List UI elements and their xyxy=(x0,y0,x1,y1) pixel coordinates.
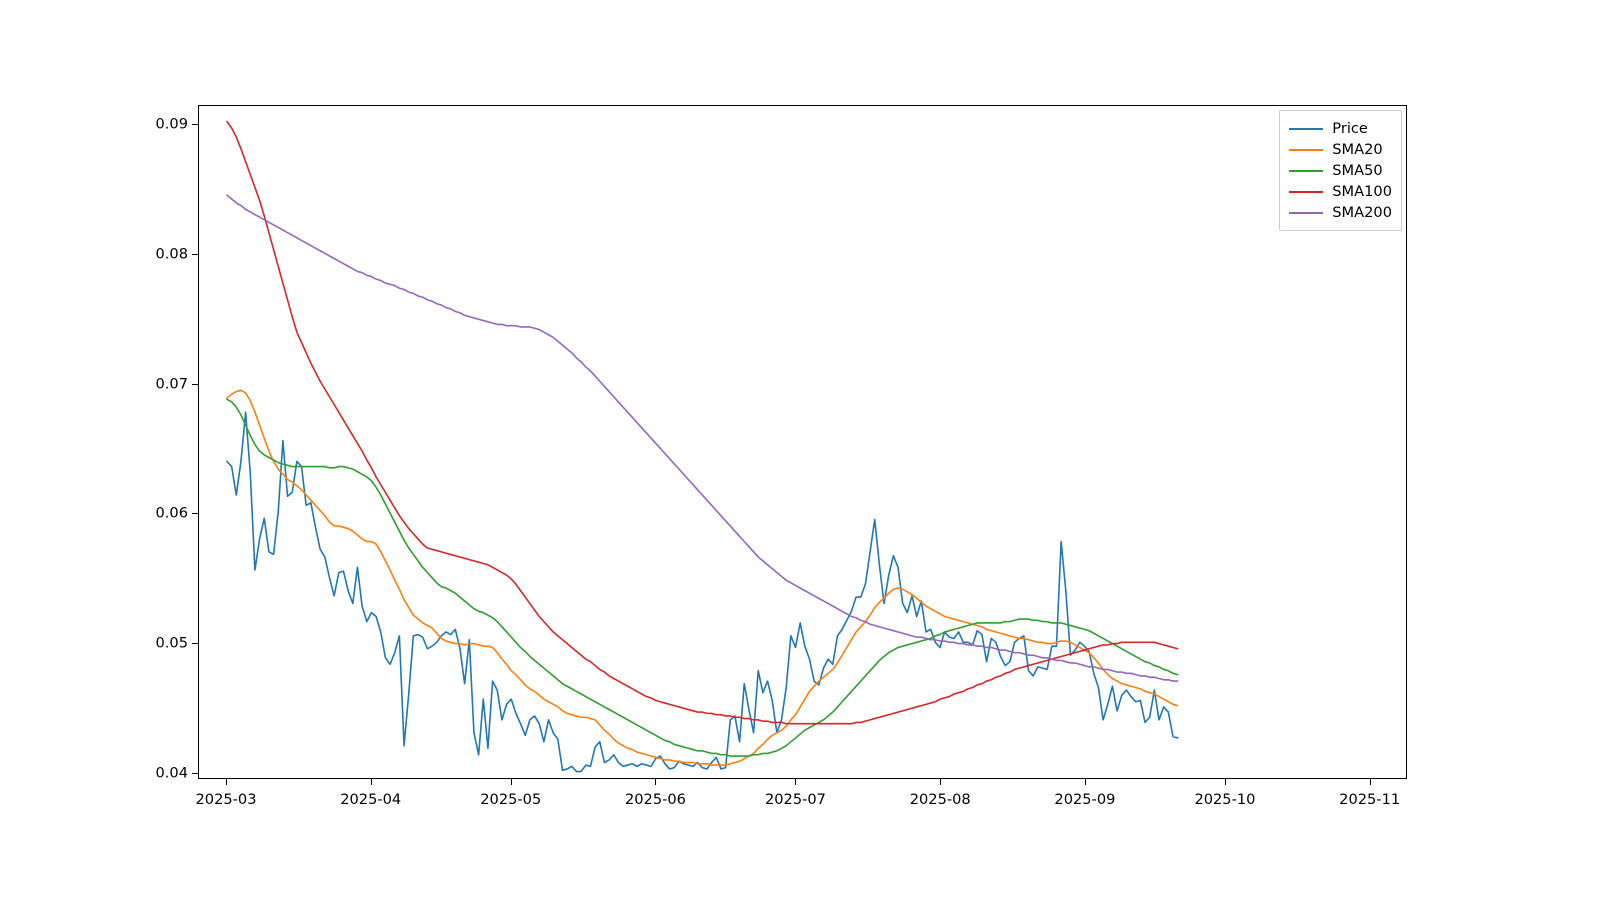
x-tick-mark xyxy=(370,779,372,785)
series-line-sma100 xyxy=(227,122,1178,724)
x-tick-label: 2025-07 xyxy=(764,791,826,808)
x-tick-label: 2025-03 xyxy=(195,791,257,808)
legend-label: SMA200 xyxy=(1332,204,1392,221)
x-tick-label: 2025-09 xyxy=(1054,791,1116,808)
y-tick-label: 0.04 xyxy=(155,764,189,782)
x-tick-mark xyxy=(1369,779,1371,785)
y-tick-mark xyxy=(192,642,198,644)
y-tick-mark xyxy=(192,383,198,385)
series-canvas xyxy=(199,106,1406,778)
legend-item-sma200[interactable]: SMA200 xyxy=(1289,202,1392,223)
x-tick-label: 2025-08 xyxy=(909,791,971,808)
legend-item-sma50[interactable]: SMA50 xyxy=(1289,160,1392,181)
y-tick-label: 0.06 xyxy=(155,504,189,522)
legend-color-swatch xyxy=(1289,127,1324,130)
series-line-sma20 xyxy=(227,390,1178,765)
legend-item-sma100[interactable]: SMA100 xyxy=(1289,181,1392,202)
series-line-sma200 xyxy=(227,195,1178,681)
legend-color-swatch xyxy=(1289,211,1324,214)
y-tick-mark xyxy=(192,513,198,515)
x-tick-mark xyxy=(795,779,797,785)
x-tick-mark xyxy=(226,779,227,785)
x-tick-mark xyxy=(1224,779,1226,785)
y-tick-label: 0.05 xyxy=(155,634,189,652)
legend-label: SMA50 xyxy=(1332,162,1383,179)
x-tick-mark xyxy=(940,779,942,785)
x-tick-label: 2025-06 xyxy=(624,791,686,808)
x-tick-label: 2025-04 xyxy=(340,791,402,808)
y-tick-label: 0.07 xyxy=(155,375,189,393)
y-tick-label: 0.08 xyxy=(155,245,189,263)
x-tick-mark xyxy=(510,779,512,785)
legend-label: SMA100 xyxy=(1332,183,1392,200)
legend-color-swatch xyxy=(1289,190,1324,193)
y-tick-label: 0.09 xyxy=(155,115,189,133)
legend-color-swatch xyxy=(1289,148,1324,151)
series-line-sma50 xyxy=(227,399,1178,756)
plot-axes: Price SMA20 SMA50 SMA100 SMA200 xyxy=(198,105,1407,779)
legend-item-sma20[interactable]: SMA20 xyxy=(1289,139,1392,160)
x-tick-mark xyxy=(1084,779,1086,785)
y-tick-mark xyxy=(192,772,198,774)
legend-label: SMA20 xyxy=(1332,141,1383,158)
x-tick-label: 2025-11 xyxy=(1339,791,1401,808)
chart-legend[interactable]: Price SMA20 SMA50 SMA100 SMA200 xyxy=(1279,110,1402,231)
legend-label: Price xyxy=(1332,120,1368,137)
y-tick-mark xyxy=(192,254,198,256)
legend-item-price[interactable]: Price xyxy=(1289,118,1392,139)
x-tick-label: 2025-10 xyxy=(1194,791,1256,808)
x-tick-label: 2025-05 xyxy=(480,791,542,808)
legend-color-swatch xyxy=(1289,169,1324,172)
x-tick-mark xyxy=(655,779,657,785)
y-tick-mark xyxy=(192,124,198,126)
